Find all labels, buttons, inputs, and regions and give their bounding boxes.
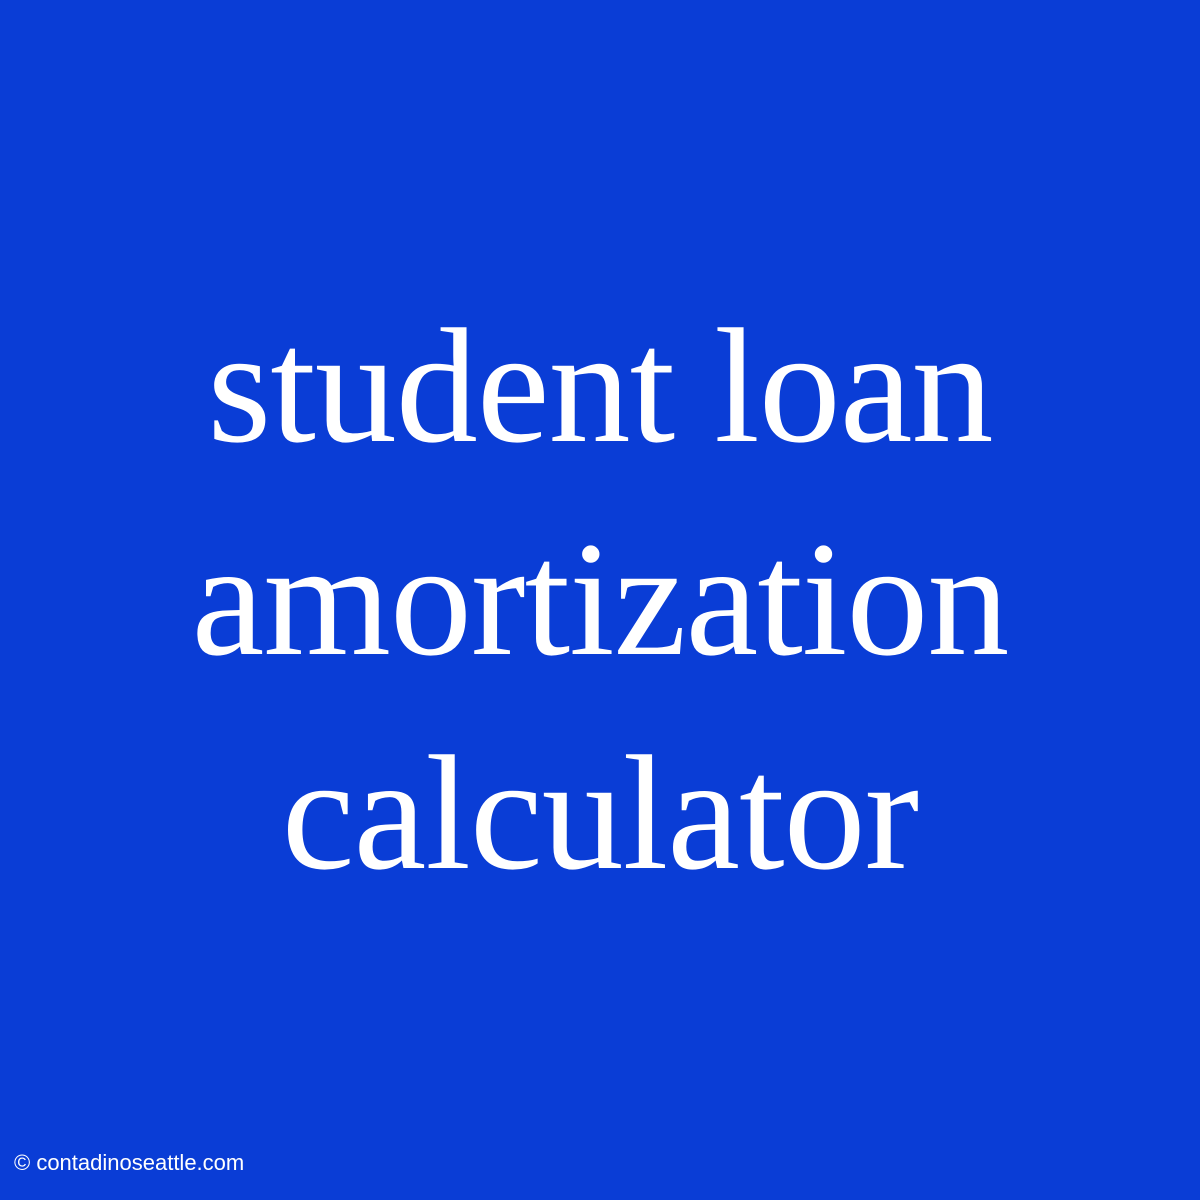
main-heading: student loan amortization calculator [192,280,1009,920]
copyright-text: © contadinoseattle.com [14,1150,244,1176]
heading-line-2: amortization [192,493,1009,706]
heading-line-3: calculator [192,707,1009,920]
heading-line-1: student loan [192,280,1009,493]
